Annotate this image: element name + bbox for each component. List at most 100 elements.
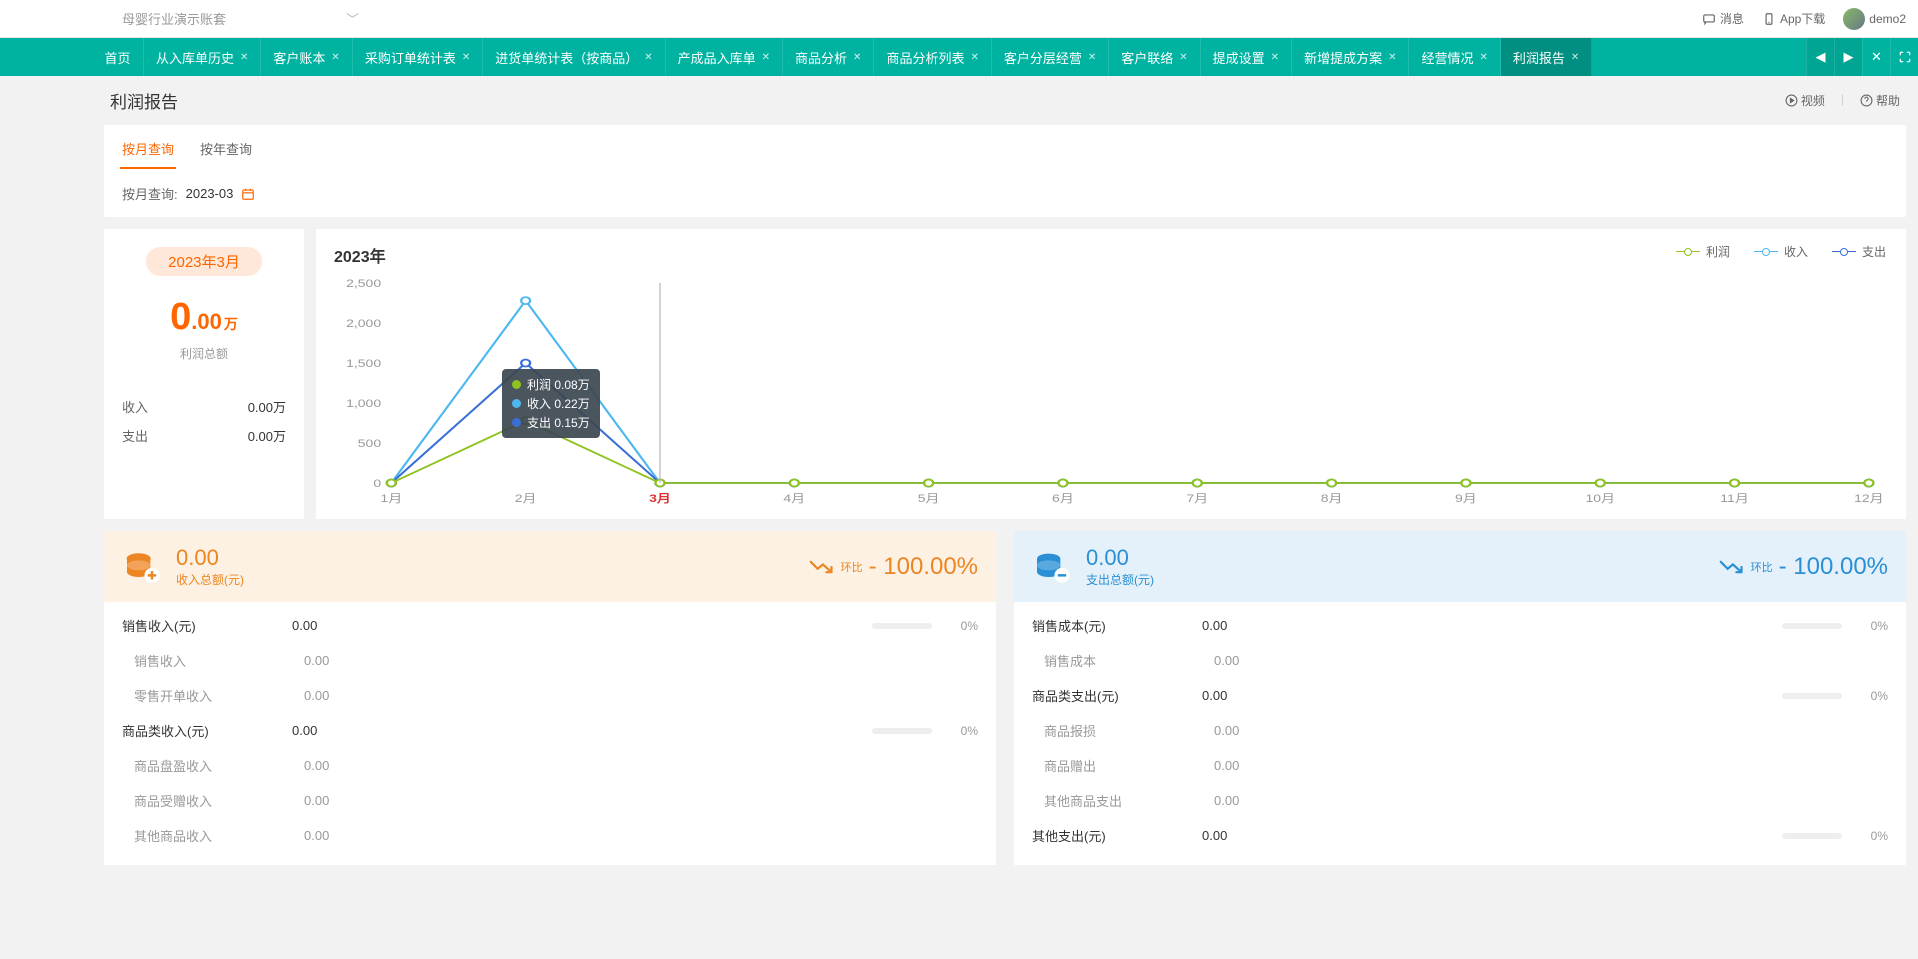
expense-icon <box>1032 547 1072 587</box>
svg-text:6月: 6月 <box>1052 492 1074 504</box>
breakdown-sub-row: 销售成本0.00 <box>1032 643 1888 678</box>
close-icon[interactable]: ✕ <box>644 52 652 63</box>
line-chart: 05001,0001,5002,0002,5001月2月3月4月5月6月7月8月… <box>334 273 1888 508</box>
play-icon <box>1785 94 1798 107</box>
nav-tab[interactable]: 产成品入库单✕ <box>666 38 783 76</box>
summary-row-expense: 支出0.00万 <box>120 421 288 450</box>
messages-button[interactable]: 消息 <box>1702 10 1744 27</box>
nav-tab[interactable]: 客户分层经营✕ <box>992 38 1109 76</box>
home-tab[interactable]: 首页 <box>92 38 144 76</box>
svg-text:2,500: 2,500 <box>346 277 381 289</box>
svg-text:4月: 4月 <box>783 492 805 504</box>
close-icon[interactable]: ✕ <box>1479 52 1487 63</box>
chart-panel: 2023年 利润收入支出 05001,0001,5002,0002,5001月2… <box>316 229 1906 519</box>
svg-text:9月: 9月 <box>1455 492 1477 504</box>
svg-text:7月: 7月 <box>1186 492 1208 504</box>
query-label: 按月查询: <box>122 184 178 203</box>
expense-total-value: 0.00 <box>1086 545 1154 571</box>
svg-text:3月: 3月 <box>649 492 671 504</box>
help-icon <box>1860 94 1873 107</box>
tabs-close-all[interactable]: ✕ <box>1862 38 1890 76</box>
legend-item[interactable]: 利润 <box>1676 243 1730 260</box>
user-menu[interactable]: demo2 <box>1843 8 1906 30</box>
svg-text:5月: 5月 <box>918 492 940 504</box>
nav-tab[interactable]: 利润报告✕ <box>1501 38 1592 76</box>
fullscreen-button[interactable] <box>1890 38 1918 76</box>
close-icon[interactable]: ✕ <box>1271 52 1279 63</box>
breakdown-main-row: 销售成本(元)0.000% <box>1032 608 1888 643</box>
page-title: 利润报告 <box>110 88 178 113</box>
nav-tab[interactable]: 经营情况✕ <box>1409 38 1500 76</box>
trend-down-icon <box>1719 558 1745 576</box>
top-bar: 畅捷通好生意标准版搜索菜单快捷导航零售管理▲零售商城营销推广会员中心零售统计批发… <box>0 0 1918 38</box>
message-icon <box>1702 12 1716 26</box>
tab-by-year[interactable]: 按年查询 <box>200 139 252 168</box>
avatar <box>1843 8 1865 30</box>
breakdown-sub-row: 销售收入0.00 <box>122 643 978 678</box>
close-icon[interactable]: ✕ <box>331 52 339 63</box>
tabs-scroll-left[interactable]: ◀ <box>1806 38 1834 76</box>
breakdown-sub-row: 商品受赠收入0.00 <box>122 783 978 818</box>
breakdown-main-row: 商品类支出(元)0.000% <box>1032 678 1888 713</box>
close-icon[interactable]: ✕ <box>1388 52 1396 63</box>
close-icon[interactable]: ✕ <box>1088 52 1096 63</box>
income-pct: - 100.00% <box>869 553 978 581</box>
tabs-bar: 首页从入库单历史✕客户账本✕采购订单统计表✕进货单统计表（按商品）✕产成品入库单… <box>0 38 1918 76</box>
nav-tab[interactable]: 进货单统计表（按商品）✕ <box>483 38 665 76</box>
expense-pct: - 100.00% <box>1779 553 1888 581</box>
legend-item[interactable]: 收入 <box>1754 243 1808 260</box>
close-icon[interactable]: ✕ <box>853 52 861 63</box>
income-breakdown-card: 0.00 收入总额(元) 环比 - 100.00% 销售收入(元)0.000%销… <box>104 531 996 865</box>
nav-tab[interactable]: 商品分析列表✕ <box>874 38 991 76</box>
breakdown-sub-row: 其他商品支出0.00 <box>1032 783 1888 818</box>
date-value[interactable]: 2023-03 <box>186 186 234 201</box>
svg-text:2月: 2月 <box>515 492 537 504</box>
chart-legend: 利润 收入 支出 <box>1676 243 1886 260</box>
breakdown-sub-row: 商品赠出0.00 <box>1032 748 1888 783</box>
account-dropdown[interactable]: 母婴行业演示账套 ﹀ <box>122 9 1906 28</box>
svg-text:10月: 10月 <box>1585 492 1615 504</box>
svg-text:500: 500 <box>358 437 381 449</box>
expense-breakdown-card: 0.00 支出总额(元) 环比 - 100.00% 销售成本(元)0.000%销… <box>1014 531 1906 865</box>
trend-down-icon <box>809 558 835 576</box>
nav-tab[interactable]: 客户账本✕ <box>261 38 352 76</box>
nav-tab[interactable]: 客户联络✕ <box>1109 38 1200 76</box>
tabs-list: 首页从入库单历史✕客户账本✕采购订单统计表✕进货单统计表（按商品）✕产成品入库单… <box>92 38 1806 76</box>
nav-tab[interactable]: 采购订单统计表✕ <box>353 38 483 76</box>
breakdown-sub-row: 其他商品收入0.00 <box>122 818 978 853</box>
tabs-scroll-right[interactable]: ▶ <box>1834 38 1862 76</box>
legend-item[interactable]: 支出 <box>1832 243 1886 260</box>
nav-tab[interactable]: 新增提成方案✕ <box>1292 38 1409 76</box>
svg-text:1月: 1月 <box>380 492 402 504</box>
svg-text:11月: 11月 <box>1720 492 1749 504</box>
breakdown-main-row: 销售收入(元)0.000% <box>122 608 978 643</box>
summary-panel: 2023年3月 0.00万 利润总额 收入0.00万 支出0.00万 <box>104 229 304 519</box>
summary-row-income: 收入0.00万 <box>120 392 288 421</box>
close-icon[interactable]: ✕ <box>970 52 978 63</box>
breakdown-main-row: 商品类收入(元)0.000% <box>122 713 978 748</box>
svg-text:12月: 12月 <box>1854 492 1884 504</box>
close-icon[interactable]: ✕ <box>1571 52 1579 63</box>
breakdown-main-row: 其他支出(元)0.000% <box>1032 818 1888 853</box>
app-download-button[interactable]: App下载 <box>1762 10 1825 27</box>
income-total-label: 收入总额(元) <box>176 571 244 588</box>
help-link[interactable]: 帮助 <box>1860 92 1900 109</box>
calendar-icon[interactable] <box>241 187 255 201</box>
mobile-icon <box>1762 12 1776 26</box>
video-link[interactable]: 视频 <box>1785 92 1825 109</box>
close-icon[interactable]: ✕ <box>240 52 248 63</box>
profit-total-value: 0.00万 <box>170 296 238 339</box>
close-icon[interactable]: ✕ <box>762 52 770 63</box>
close-icon[interactable]: ✕ <box>462 52 470 63</box>
nav-tab[interactable]: 提成设置✕ <box>1201 38 1292 76</box>
tab-by-month[interactable]: 按月查询 <box>122 139 174 168</box>
breakdown-sub-row: 零售开单收入0.00 <box>122 678 978 713</box>
svg-text:2,000: 2,000 <box>346 317 381 329</box>
chart-title: 2023年 <box>334 243 1888 267</box>
chevron-down-icon: ﹀ <box>346 9 359 28</box>
breakdown-sub-row: 商品盘盈收入0.00 <box>122 748 978 783</box>
profit-total-label: 利润总额 <box>180 345 228 362</box>
close-icon[interactable]: ✕ <box>1179 52 1187 63</box>
nav-tab[interactable]: 从入库单历史✕ <box>144 38 261 76</box>
nav-tab[interactable]: 商品分析✕ <box>783 38 874 76</box>
